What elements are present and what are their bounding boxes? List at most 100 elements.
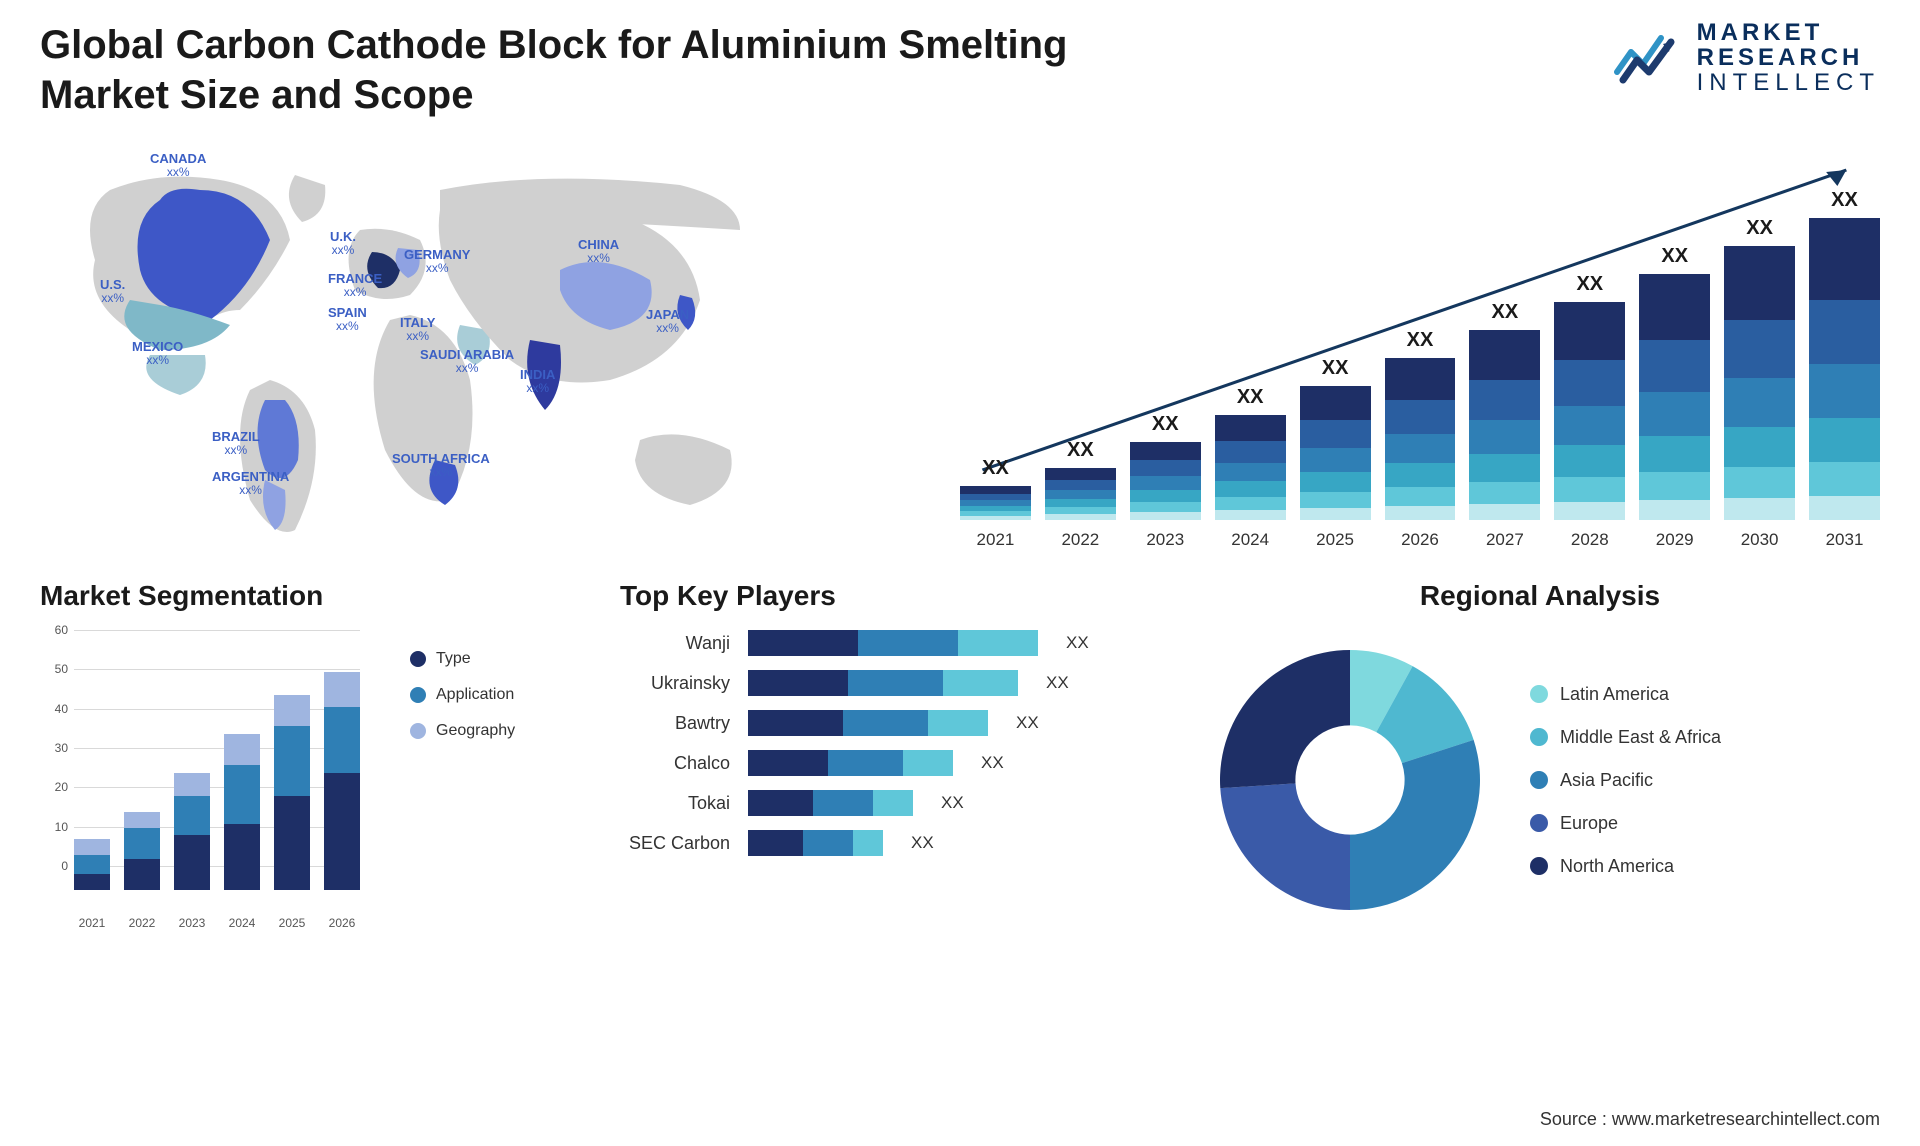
map-label: CHINAxx% <box>578 238 619 265</box>
player-row: Bawtry XX <box>620 710 1160 736</box>
growth-value-label: XX <box>1322 357 1349 380</box>
player-value: XX <box>911 833 934 853</box>
seg-ytick: 20 <box>55 780 68 794</box>
map-label: JAPANxx% <box>646 308 689 335</box>
player-name: Chalco <box>620 753 730 774</box>
seg-ytick: 30 <box>55 741 68 755</box>
map-label: U.K.xx% <box>330 230 356 257</box>
growth-bar: XX <box>960 457 1031 520</box>
growth-year-label: 2022 <box>1045 530 1116 550</box>
regional-panel: Regional Analysis Latin AmericaMiddle Ea… <box>1200 580 1880 930</box>
growth-value-label: XX <box>1576 273 1603 296</box>
growth-year-label: 2021 <box>960 530 1031 550</box>
seg-legend-item: Application <box>410 686 515 704</box>
growth-bar: XX <box>1300 357 1371 520</box>
map-label: ARGENTINAxx% <box>212 470 289 497</box>
player-bar <box>748 630 1038 656</box>
player-name: SEC Carbon <box>620 833 730 854</box>
growth-year-label: 2029 <box>1639 530 1710 550</box>
source-footer: Source : www.marketresearchintellect.com <box>1540 1109 1880 1130</box>
growth-value-label: XX <box>1067 439 1094 462</box>
player-bar <box>748 790 913 816</box>
seg-ytick: 40 <box>55 702 68 716</box>
player-value: XX <box>1046 673 1069 693</box>
growth-year-label: 2023 <box>1130 530 1201 550</box>
player-name: Ukrainsky <box>620 673 730 694</box>
player-value: XX <box>981 753 1004 773</box>
growth-value-label: XX <box>1831 189 1858 212</box>
map-label: U.S.xx% <box>100 278 125 305</box>
regional-donut <box>1200 630 1500 930</box>
player-bar <box>748 830 883 856</box>
seg-xlabel: 2021 <box>74 916 110 930</box>
segmentation-title: Market Segmentation <box>40 580 580 612</box>
growth-value-label: XX <box>1407 329 1434 352</box>
growth-bar: XX <box>1724 217 1795 520</box>
seg-ytick: 50 <box>55 662 68 676</box>
player-name: Bawtry <box>620 713 730 734</box>
world-map-panel: CANADAxx%U.S.xx%MEXICOxx%BRAZILxx%ARGENT… <box>40 130 920 550</box>
growth-year-label: 2025 <box>1300 530 1371 550</box>
regional-legend-item: North America <box>1530 856 1721 877</box>
player-name: Wanji <box>620 633 730 654</box>
map-label: MEXICOxx% <box>132 340 183 367</box>
growth-bar: XX <box>1469 301 1540 520</box>
logo-text-1: MARKET <box>1697 20 1880 45</box>
growth-year-label: 2028 <box>1554 530 1625 550</box>
growth-year-label: 2031 <box>1809 530 1880 550</box>
map-label: INDIAxx% <box>520 368 555 395</box>
map-label: GERMANYxx% <box>404 248 470 275</box>
map-label: FRANCExx% <box>328 272 382 299</box>
growth-year-label: 2026 <box>1385 530 1456 550</box>
seg-xlabel: 2026 <box>324 916 360 930</box>
donut-segment <box>1350 740 1480 910</box>
seg-bar <box>224 734 260 890</box>
regional-legend-item: Europe <box>1530 813 1721 834</box>
growth-value-label: XX <box>1152 413 1179 436</box>
seg-ytick: 60 <box>55 623 68 637</box>
seg-bar <box>324 672 360 890</box>
player-row: Chalco XX <box>620 750 1160 776</box>
player-bar <box>748 670 1018 696</box>
growth-year-label: 2024 <box>1215 530 1286 550</box>
players-title: Top Key Players <box>620 580 1160 612</box>
player-row: Wanji XX <box>620 630 1160 656</box>
seg-xlabel: 2024 <box>224 916 260 930</box>
growth-bar: XX <box>1554 273 1625 520</box>
page-title: Global Carbon Cathode Block for Aluminiu… <box>40 20 1100 120</box>
seg-bar <box>74 839 110 890</box>
regional-legend-item: Latin America <box>1530 684 1721 705</box>
seg-ytick: 0 <box>61 859 68 873</box>
player-value: XX <box>1016 713 1039 733</box>
player-bar <box>748 710 988 736</box>
players-panel: Top Key Players WanjiXXUkrainskyXXBawtry… <box>620 580 1160 870</box>
logo-text-2: RESEARCH <box>1697 45 1880 70</box>
growth-year-label: 2030 <box>1724 530 1795 550</box>
map-label: SAUDI ARABIAxx% <box>420 348 514 375</box>
player-name: Tokai <box>620 793 730 814</box>
growth-chart: XX XX XX XX XX XX XX XX XX XX XX 2021 2022 2023 2024 2… <box>960 130 1880 550</box>
growth-bar: XX <box>1215 386 1286 520</box>
growth-bar: XX <box>1130 413 1201 520</box>
growth-bar: XX <box>1639 245 1710 520</box>
seg-bar <box>174 773 210 890</box>
player-value: XX <box>941 793 964 813</box>
player-row: SEC Carbon XX <box>620 830 1160 856</box>
seg-xlabel: 2023 <box>174 916 210 930</box>
brand-logo: MARKET RESEARCH INTELLECT <box>1613 20 1880 96</box>
growth-value-label: XX <box>982 457 1009 480</box>
growth-bar: XX <box>1045 439 1116 520</box>
growth-bar: XX <box>1385 329 1456 520</box>
player-value: XX <box>1066 633 1089 653</box>
logo-mark-icon <box>1613 28 1683 88</box>
growth-value-label: XX <box>1661 245 1688 268</box>
seg-ytick: 10 <box>55 820 68 834</box>
player-row: Ukrainsky XX <box>620 670 1160 696</box>
seg-xlabel: 2022 <box>124 916 160 930</box>
seg-legend-item: Type <box>410 650 515 668</box>
donut-segment <box>1220 650 1350 788</box>
segmentation-panel: Market Segmentation 0 10 20 30 40 50 60 Type Ap… <box>40 580 580 930</box>
player-row: Tokai XX <box>620 790 1160 816</box>
map-label: BRAZILxx% <box>212 430 260 457</box>
growth-year-label: 2027 <box>1469 530 1540 550</box>
